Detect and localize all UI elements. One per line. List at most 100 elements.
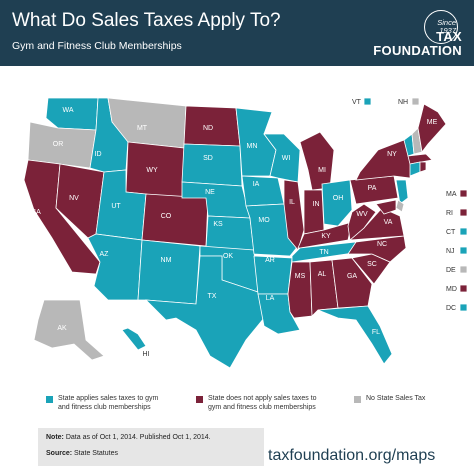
seal-text: Since 1937 <box>437 19 456 35</box>
state-NM <box>137 239 201 305</box>
legend-applies-line-2: and fitness club memberships <box>58 404 151 411</box>
state-AK <box>33 299 105 361</box>
label-MI: MI <box>318 167 326 174</box>
label-UT: UT <box>111 203 121 210</box>
state-NC <box>347 235 407 263</box>
label-TX: TX <box>208 293 217 300</box>
state-SD <box>181 143 243 187</box>
source-line: Source: State Statutes <box>46 450 118 457</box>
label-WI: WI <box>282 155 291 162</box>
label-AR: AR <box>265 257 275 264</box>
label-NV: NV <box>69 195 79 202</box>
tax-foundation-logo: Since 1937 TAX FOUNDATION <box>370 10 462 60</box>
small-label-CT: CT <box>446 229 456 236</box>
state-IN <box>303 189 325 235</box>
label-VA: VA <box>384 219 393 226</box>
small-box-DE <box>459 265 468 274</box>
label-NC: NC <box>377 241 387 248</box>
small-label-MD: MD <box>446 286 457 293</box>
small-box-NJ <box>459 246 468 255</box>
state-KY <box>297 221 353 249</box>
source-label: Source: <box>46 450 73 457</box>
legend-applies-line-1: State applies sales taxes to gym <box>58 395 159 402</box>
legend-label-no-tax: No State Sales Tax <box>366 395 426 402</box>
label-PA: PA <box>368 185 377 192</box>
label-OR: OR <box>53 141 64 148</box>
state-NJ <box>395 179 409 205</box>
small-box-RI <box>459 208 468 217</box>
note-label: Note: <box>46 434 64 441</box>
brand-line-2: FOUNDATION <box>373 43 462 58</box>
legend-swatch-applies <box>46 396 53 403</box>
state-FL <box>317 305 393 365</box>
label-SC: SC <box>367 261 377 268</box>
small-box-MA <box>459 189 468 198</box>
label-OK: OK <box>223 253 233 260</box>
label-CA: CA <box>31 209 41 216</box>
label-FL: FL <box>372 329 380 336</box>
state-RI <box>419 161 427 173</box>
label-WV: WV <box>356 211 368 218</box>
small-box-DC <box>459 303 468 312</box>
seal-year: 1937 <box>439 26 456 35</box>
label-NY: NY <box>387 151 397 158</box>
note-line: Note: Data as of Oct 1, 2014. Published … <box>46 434 211 441</box>
brand-line-1: TAX <box>436 29 462 44</box>
state-shapes <box>23 97 447 369</box>
small-label-VT: VT <box>352 99 362 106</box>
label-WY: WY <box>146 167 158 174</box>
legend-not-line-2: gym and fitness club memberships <box>208 404 316 411</box>
label-SD: SD <box>203 155 213 162</box>
small-label-RI: RI <box>446 210 453 217</box>
legend-not-line-1: State does not apply sales taxes to <box>208 395 317 402</box>
legend-swatch-no-tax <box>354 396 361 403</box>
note-box: Note: Data as of Oct 1, 2014. Published … <box>38 428 264 466</box>
small-label-NJ: NJ <box>446 248 455 255</box>
state-HI <box>121 327 147 351</box>
label-AK: AK <box>57 325 67 332</box>
label-LA: LA <box>266 295 275 302</box>
legend-label-not-applies: State does not apply sales taxes to gym … <box>208 394 338 412</box>
capitol-seal-icon <box>424 10 458 44</box>
label-NM: NM <box>161 257 172 264</box>
small-label-NH: NH <box>398 99 408 106</box>
label-KS: KS <box>213 221 223 228</box>
page-title: What Do Sales Taxes Apply To? <box>12 10 281 31</box>
label-AZ: AZ <box>100 251 110 258</box>
brand-name: TAX FOUNDATION <box>373 30 462 58</box>
label-OH: OH <box>333 195 344 202</box>
label-IN: IN <box>313 201 320 208</box>
label-AL: AL <box>318 271 327 278</box>
small-box-MD <box>459 284 468 293</box>
label-IA: IA <box>253 181 260 188</box>
label-KY: KY <box>321 233 331 240</box>
label-MS: MS <box>295 273 306 280</box>
state-DE <box>395 199 405 213</box>
label-NE: NE <box>205 189 215 196</box>
state-WI <box>263 133 301 183</box>
page-subtitle: Gym and Fitness Club Memberships <box>12 40 182 52</box>
footer-url[interactable]: taxfoundation.org/maps <box>268 447 436 464</box>
note-text: Data as of Oct 1, 2014. Published Oct 1,… <box>65 434 211 441</box>
seal-since: Since <box>437 18 456 27</box>
state-MD <box>375 199 397 215</box>
small-label-MA: MA <box>446 191 457 198</box>
state-GA <box>331 257 373 309</box>
label-CO: CO <box>161 213 172 220</box>
state-CT <box>409 161 421 177</box>
label-MN: MN <box>247 143 258 150</box>
state-OH <box>321 179 353 227</box>
state-WA <box>45 97 99 131</box>
state-TX <box>144 255 265 369</box>
small-state-legend: VT NH <box>352 97 420 106</box>
state-IA <box>241 175 285 207</box>
label-ME: ME <box>427 119 438 126</box>
label-MT: MT <box>137 125 148 132</box>
small-label-DE: DE <box>446 267 456 274</box>
label-MO: MO <box>258 217 270 224</box>
small-box-VT <box>363 97 372 106</box>
east-coast-legend: MA RI CT NJ DE MD DC <box>446 189 468 312</box>
label-ND: ND <box>203 125 213 132</box>
legend-label-applies: State applies sales taxes to gym and fit… <box>58 394 188 412</box>
state-labels: WA OR CA NV ID MT WY UT AZ CO NM ND SD N… <box>31 107 437 358</box>
